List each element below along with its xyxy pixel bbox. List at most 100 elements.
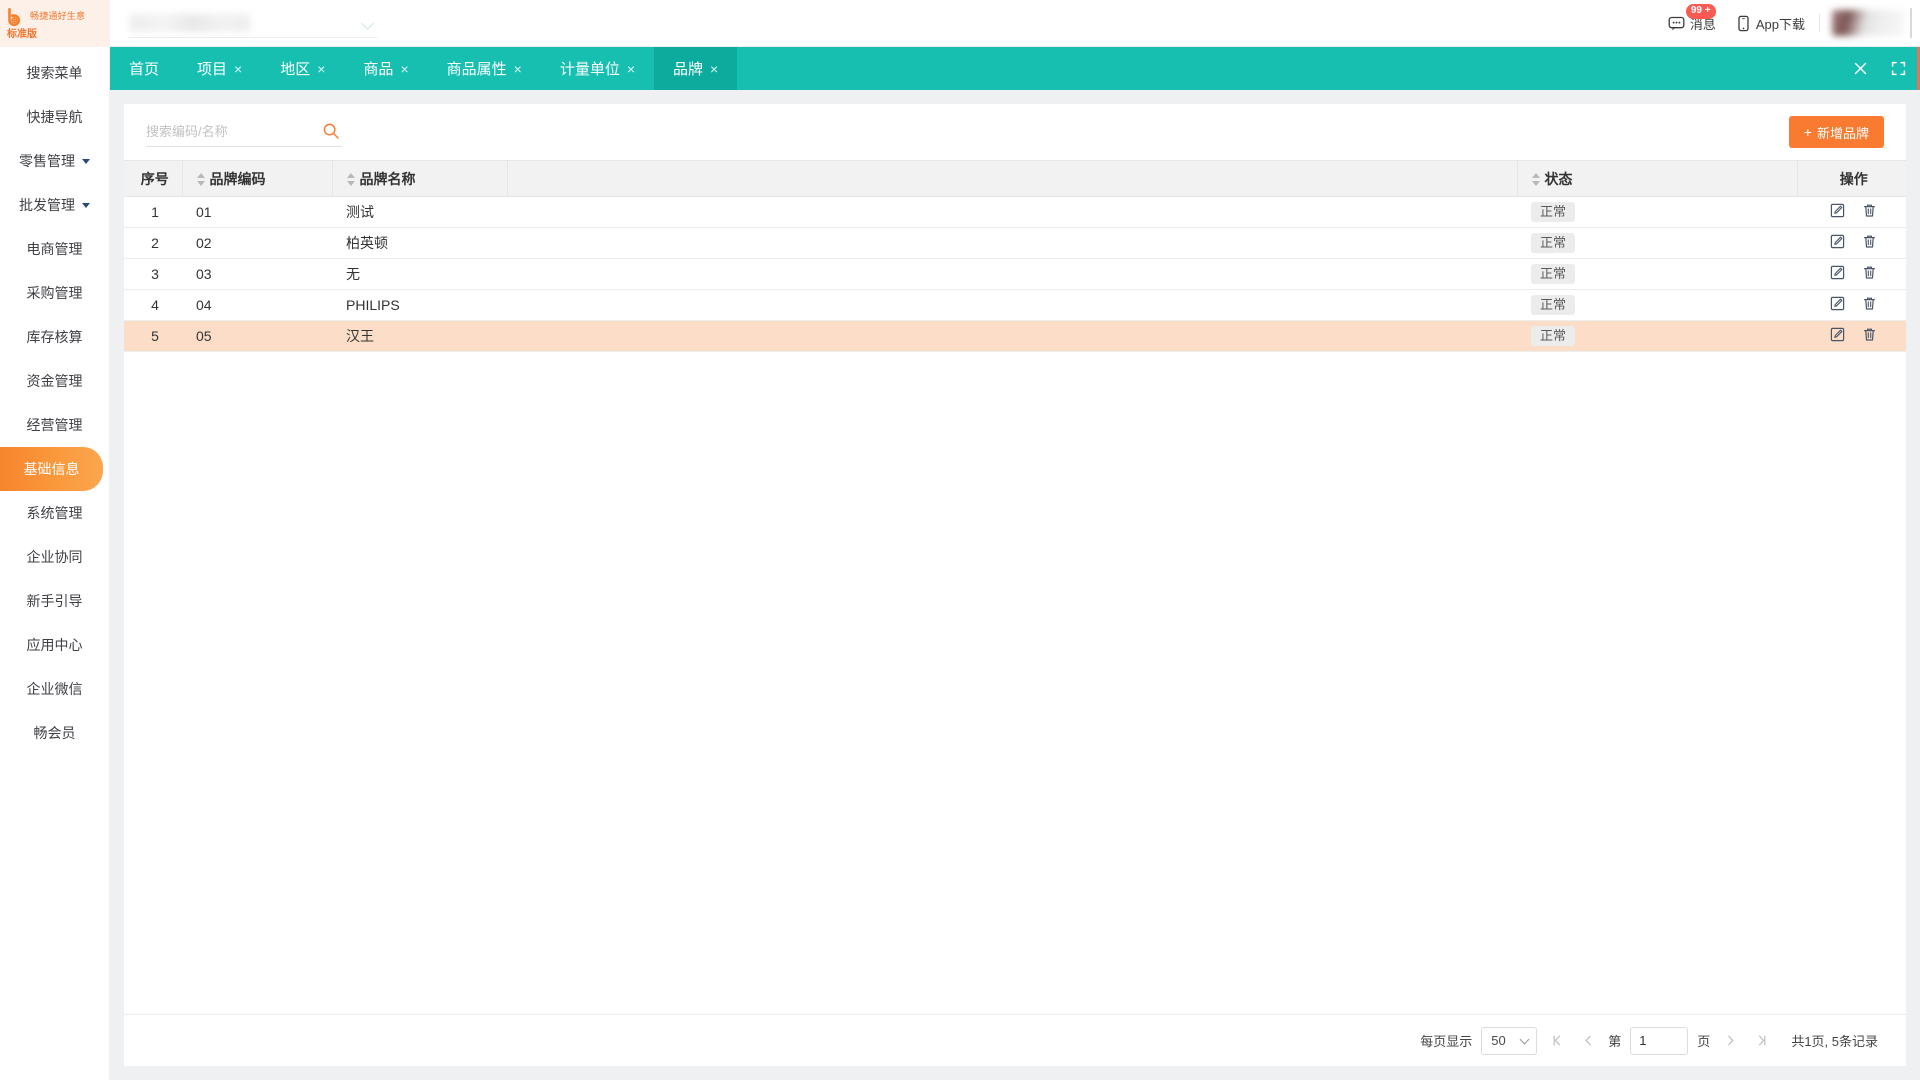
tab-2[interactable]: 地区 × bbox=[261, 47, 344, 90]
column-header-label: 状态 bbox=[1544, 170, 1573, 187]
delete-icon[interactable] bbox=[1862, 327, 1877, 342]
fullscreen-icon[interactable] bbox=[1879, 47, 1917, 90]
sidebar-item-11[interactable]: 企业协同 bbox=[0, 535, 109, 579]
org-selector[interactable] bbox=[128, 8, 378, 38]
close-icon[interactable] bbox=[1841, 47, 1879, 90]
edit-icon[interactable] bbox=[1830, 203, 1845, 218]
sidebar-item-1[interactable]: 快捷导航 bbox=[0, 95, 109, 139]
delete-icon[interactable] bbox=[1862, 234, 1877, 249]
row-actions bbox=[1830, 265, 1877, 280]
sidebar-item-13[interactable]: 应用中心 bbox=[0, 623, 109, 667]
tab-close-icon[interactable]: × bbox=[710, 60, 719, 77]
add-brand-button[interactable]: + 新增品牌 bbox=[1788, 116, 1884, 148]
first-page-button[interactable] bbox=[1546, 1028, 1568, 1054]
app-download-button[interactable]: App下载 bbox=[1726, 0, 1815, 47]
cell-index: 3 bbox=[124, 258, 182, 290]
delete-icon[interactable] bbox=[1862, 203, 1877, 218]
tab-3[interactable]: 商品 × bbox=[344, 47, 427, 90]
sidebar-item-3[interactable]: 批发管理 bbox=[0, 183, 109, 227]
sidebar-item-6[interactable]: 库存核算 bbox=[0, 315, 109, 359]
app-logo[interactable]: 畅捷通好生意 标准版 bbox=[0, 0, 110, 47]
tab-0[interactable]: 首页 bbox=[110, 47, 178, 90]
sidebar-item-2[interactable]: 零售管理 bbox=[0, 139, 109, 183]
sidebar-item-9[interactable]: 基础信息 bbox=[0, 447, 103, 491]
messages-button[interactable]: 消息 99 + bbox=[1658, 0, 1726, 47]
sidebar-item-label: 新手引导 bbox=[26, 593, 83, 609]
column-header-name[interactable]: 品牌名称 bbox=[332, 160, 508, 197]
messages-label: 消息 bbox=[1689, 16, 1716, 32]
sidebar-item-10[interactable]: 系统管理 bbox=[0, 491, 109, 535]
cell-actions bbox=[1797, 196, 1906, 228]
search-input[interactable] bbox=[146, 124, 306, 139]
sidebar-item-label: 经营管理 bbox=[26, 417, 83, 433]
table-row[interactable]: 5 05 汉王 正常 bbox=[124, 320, 1906, 352]
last-page-button[interactable] bbox=[1750, 1028, 1772, 1054]
sidebar-item-label: 企业微信 bbox=[26, 681, 83, 697]
tab-close-icon[interactable]: × bbox=[317, 60, 326, 77]
tab-bar-edge-accent bbox=[1917, 47, 1920, 90]
add-brand-label: 新增品牌 bbox=[1816, 125, 1869, 141]
table-header-row: 序号 品牌编码 品牌名称 状态 操作 bbox=[124, 160, 1906, 197]
row-actions bbox=[1830, 234, 1877, 249]
per-page-select[interactable]: 50 bbox=[1481, 1026, 1538, 1055]
tab-close-icon[interactable]: × bbox=[626, 60, 636, 77]
sidebar-item-14[interactable]: 企业微信 bbox=[0, 667, 109, 711]
tab-1[interactable]: 项目 × bbox=[178, 47, 261, 90]
tab-5[interactable]: 计量单位 × bbox=[541, 47, 654, 90]
sidebar-item-15[interactable]: 畅会员 bbox=[0, 711, 109, 755]
edit-icon[interactable] bbox=[1830, 234, 1845, 249]
cell-name: 汉王 bbox=[332, 320, 507, 352]
edit-icon[interactable] bbox=[1830, 265, 1845, 280]
org-name-redacted bbox=[130, 13, 250, 32]
sidebar-item-0[interactable]: 搜索菜单 bbox=[0, 51, 109, 95]
status-badge: 正常 bbox=[1531, 295, 1576, 315]
prev-page-button[interactable] bbox=[1577, 1028, 1599, 1054]
panel-toolbar: + 新增品牌 bbox=[124, 104, 1906, 160]
window-edge bbox=[1910, 8, 1912, 38]
sidebar-item-label: 批发管理 bbox=[19, 197, 75, 213]
table-row[interactable]: 2 02 柏英顿 正常 bbox=[124, 227, 1906, 259]
column-header-label: 品牌编码 bbox=[209, 170, 266, 187]
edit-icon[interactable] bbox=[1830, 327, 1845, 342]
per-page-label: 每页显示 bbox=[1420, 1034, 1473, 1049]
page-number-input[interactable] bbox=[1630, 1026, 1689, 1055]
search-icon[interactable] bbox=[322, 122, 340, 140]
pagination-summary: 共1页, 5条记录 bbox=[1791, 1034, 1878, 1049]
tab-close-icon[interactable]: × bbox=[234, 60, 243, 77]
tab-close-icon[interactable]: × bbox=[513, 60, 522, 77]
sidebar-item-8[interactable]: 经营管理 bbox=[0, 403, 109, 447]
row-actions bbox=[1830, 203, 1877, 218]
cell-status: 正常 bbox=[1517, 196, 1797, 228]
cell-code: 01 bbox=[182, 196, 332, 228]
sidebar-item-5[interactable]: 采购管理 bbox=[0, 271, 109, 315]
cell-name: 柏英顿 bbox=[332, 227, 507, 259]
column-header-code[interactable]: 品牌编码 bbox=[182, 160, 333, 197]
sidebar-item-4[interactable]: 电商管理 bbox=[0, 227, 109, 271]
delete-icon[interactable] bbox=[1862, 296, 1877, 311]
sidebar-item-7[interactable]: 资金管理 bbox=[0, 359, 109, 403]
column-header-idx: 序号 bbox=[124, 160, 183, 197]
plus-icon: + bbox=[1803, 124, 1812, 140]
delete-icon[interactable] bbox=[1862, 265, 1877, 280]
edit-icon[interactable] bbox=[1830, 296, 1845, 311]
tab-bar-controls bbox=[1841, 47, 1920, 90]
tab-close-icon[interactable]: × bbox=[400, 60, 409, 77]
table-row[interactable]: 1 01 测试 正常 bbox=[124, 196, 1906, 228]
tab-6[interactable]: 品牌 × bbox=[654, 47, 738, 90]
caret-down-icon bbox=[82, 158, 90, 164]
sort-icon bbox=[1531, 172, 1540, 186]
top-bar: 畅捷通好生意 标准版 消息 99 + bbox=[0, 0, 1920, 47]
table-row[interactable]: 4 04 PHILIPS 正常 bbox=[124, 289, 1906, 321]
avatar[interactable] bbox=[1832, 10, 1904, 36]
tab-label: 商品属性 bbox=[446, 61, 507, 78]
page-prefix-label: 第 bbox=[1608, 1034, 1622, 1049]
column-header-label: 品牌名称 bbox=[359, 170, 416, 187]
table-row[interactable]: 3 03 无 正常 bbox=[124, 258, 1906, 290]
sidebar-item-12[interactable]: 新手引导 bbox=[0, 579, 109, 623]
column-header-status[interactable]: 状态 bbox=[1517, 160, 1798, 197]
sidebar-item-label: 零售管理 bbox=[19, 153, 75, 169]
search-box bbox=[146, 117, 342, 147]
tab-4[interactable]: 商品属性 × bbox=[428, 47, 541, 90]
top-bar-actions: 消息 99 + App下载 bbox=[1658, 0, 1920, 47]
next-page-button[interactable] bbox=[1719, 1028, 1741, 1054]
